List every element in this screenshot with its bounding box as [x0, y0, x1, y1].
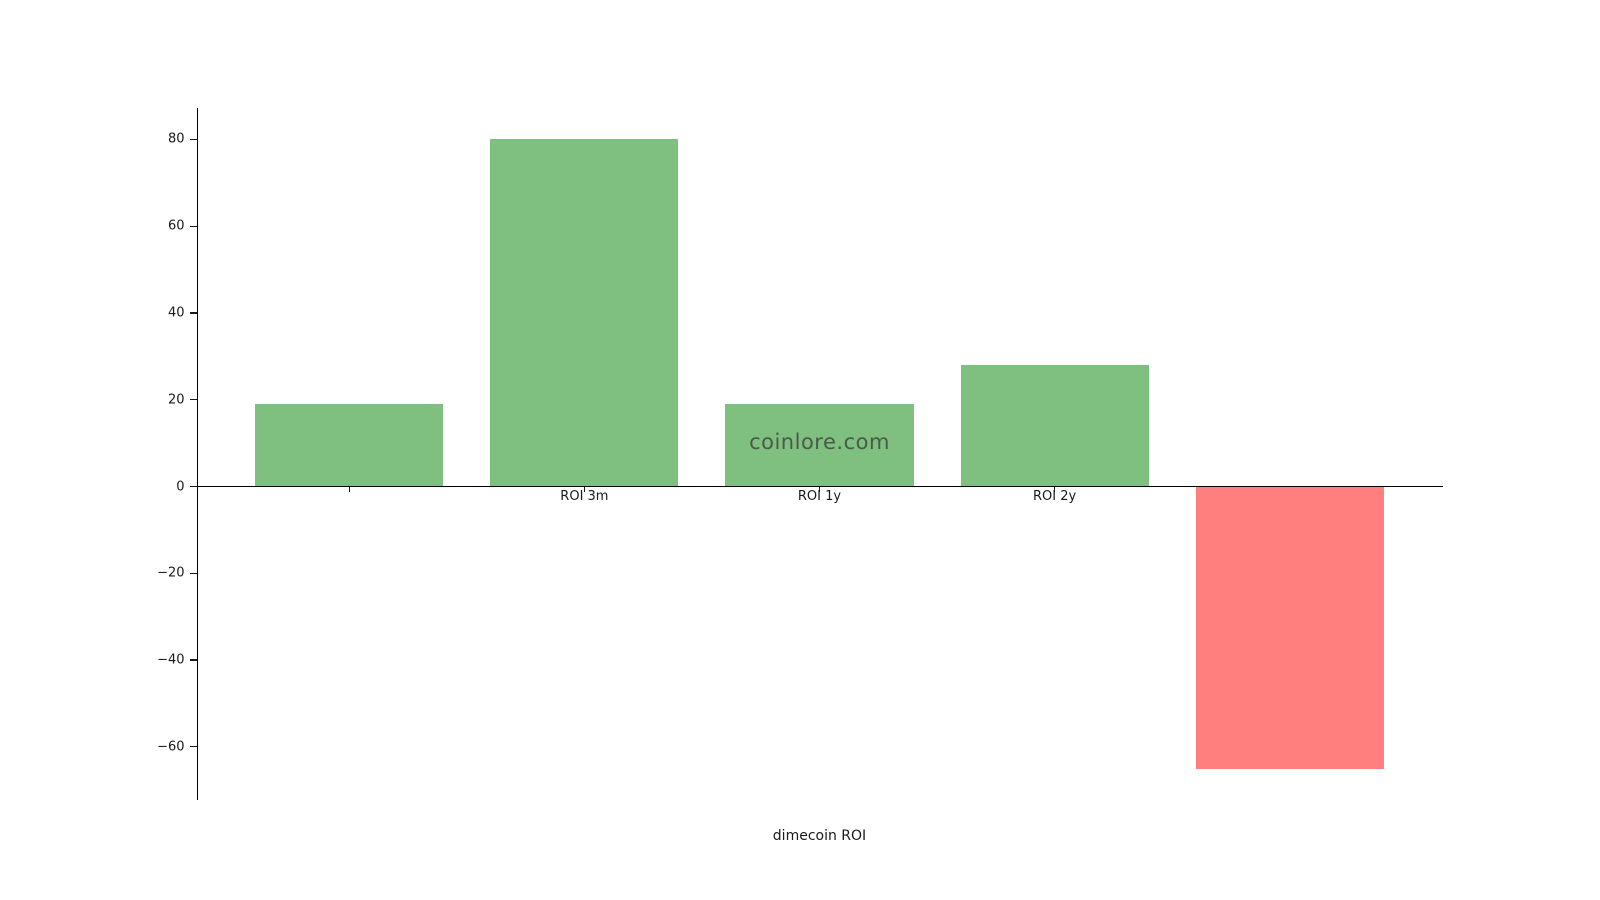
bar-category-1 [255, 404, 444, 487]
bar-roi-2y [960, 365, 1149, 487]
x-axis-zero-line [196, 485, 1443, 488]
y-axis-line [196, 108, 198, 800]
bar-category-5 [1195, 487, 1384, 770]
y-tick-label: 20 [167, 392, 185, 408]
y-tick-label: 80 [167, 131, 185, 147]
y-tick-mark [189, 225, 197, 227]
y-tick-mark [189, 572, 197, 574]
y-tick-mark [189, 746, 197, 748]
x-tick-mark [1053, 486, 1056, 493]
y-tick-mark [189, 485, 197, 488]
y-tick-mark [189, 138, 197, 141]
y-tick-mark [189, 399, 197, 401]
x-tick-label: ROI 2y [1032, 488, 1077, 504]
bar-roi-1y [725, 404, 914, 487]
x-tick-label: ROI 3m [560, 488, 609, 504]
watermark: coinlore.com [749, 430, 890, 454]
y-tick-label: −40 [157, 652, 185, 668]
x-axis-title: dimecoin ROI [772, 828, 867, 844]
x-tick-mark [583, 486, 586, 493]
bar-roi-3m [490, 139, 679, 487]
x-tick-mark [818, 486, 821, 493]
y-tick-label: −20 [157, 565, 185, 581]
y-tick-label: 60 [167, 218, 185, 234]
y-tick-label: 0 [176, 479, 185, 495]
x-tick-mark [348, 486, 350, 493]
y-tick-mark [189, 312, 197, 314]
y-tick-mark [189, 659, 197, 661]
y-tick-label: −60 [157, 739, 185, 755]
y-tick-label: 40 [167, 305, 185, 321]
x-tick-label: ROI 1y [797, 488, 842, 504]
